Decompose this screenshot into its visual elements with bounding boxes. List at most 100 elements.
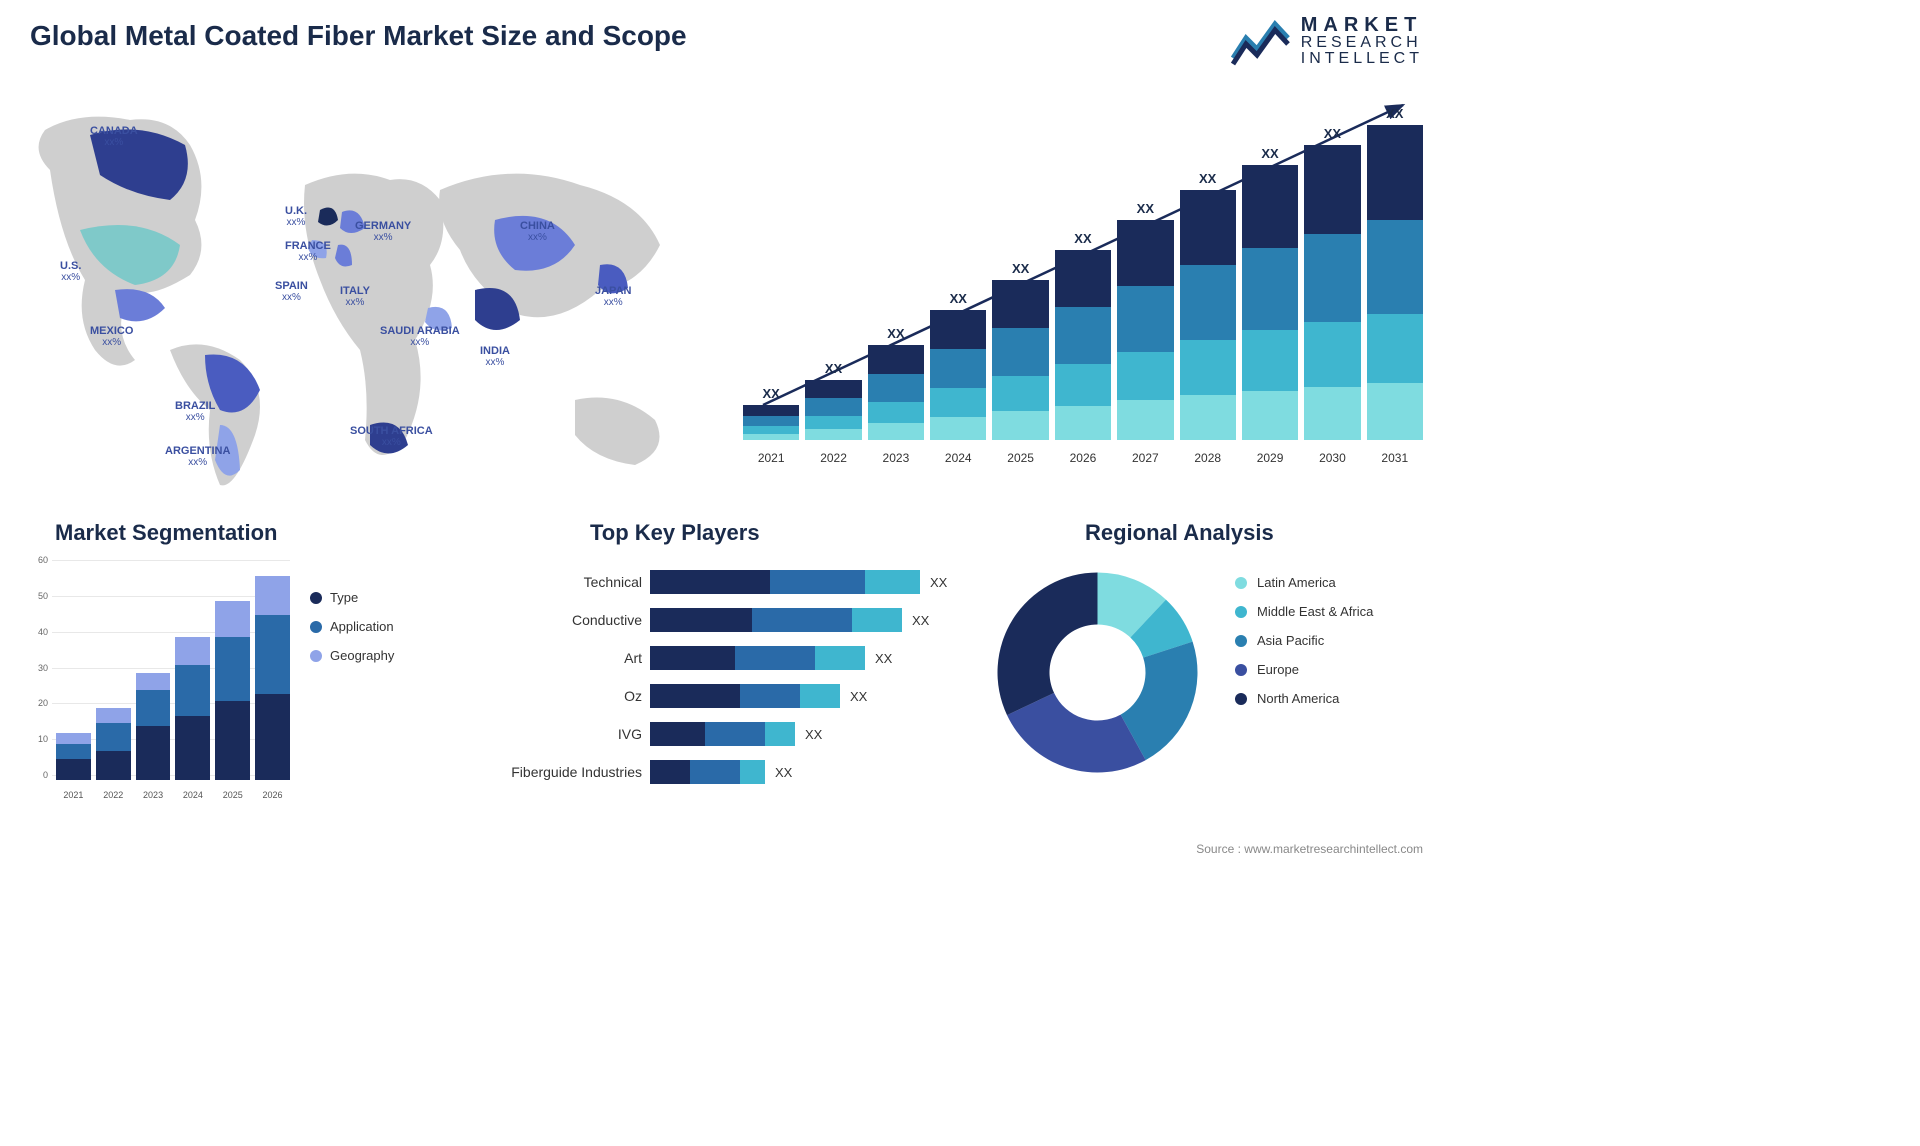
segmentation-bar [56,733,91,780]
key-player-label: Oz [500,688,650,704]
growth-segment [1180,340,1236,395]
growth-bar: XX [1242,146,1298,440]
growth-year-label: 2021 [743,451,799,465]
growth-bar: XX [930,291,986,440]
key-player-bar [650,646,865,670]
key-player-segment [815,646,865,670]
segmentation-title: Market Segmentation [55,520,278,546]
growth-segment [930,388,986,417]
country-label: SPAINxx% [275,280,308,303]
gridline [52,560,290,561]
segmentation-segment [215,601,250,637]
legend-item: Middle East & Africa [1235,604,1373,619]
growth-segment [1242,165,1298,248]
donut-slice [998,573,1098,716]
growth-segment [743,426,799,434]
growth-segment [1367,220,1423,315]
key-players-title: Top Key Players [590,520,760,546]
growth-segment [992,328,1048,376]
y-tick-label: 50 [30,591,48,601]
legend-label: Asia Pacific [1257,633,1324,648]
segmentation-year-label: 2026 [255,790,290,800]
y-tick-label: 20 [30,698,48,708]
key-player-segment [690,760,740,784]
key-player-segment [865,570,920,594]
country-label: U.K.xx% [285,205,307,228]
growth-year-label: 2025 [992,451,1048,465]
legend-swatch [1235,635,1247,647]
segmentation-year-label: 2021 [56,790,91,800]
legend-item: Geography [310,648,394,663]
segmentation-segment [215,701,250,780]
growth-segment [1117,220,1173,286]
key-player-label: Fiberguide Industries [500,764,650,780]
legend-swatch [310,650,322,662]
brand-logo: MARKET RESEARCH INTELLECT [1231,15,1423,67]
growth-bar: XX [1055,231,1111,440]
growth-segment [1117,286,1173,352]
key-player-value: XX [930,575,947,590]
growth-segment [743,434,799,440]
growth-segment [805,380,861,398]
segmentation-bar [96,708,131,780]
segmentation-segment [136,726,171,780]
growth-bar: XX [992,261,1048,440]
legend-swatch [1235,606,1247,618]
key-player-value: XX [850,689,867,704]
legend-label: Middle East & Africa [1257,604,1373,619]
country-label: ARGENTINAxx% [165,445,230,468]
growth-bar: XX [868,326,924,440]
regional-title: Regional Analysis [1085,520,1274,546]
country-label: ITALYxx% [340,285,370,308]
growth-value-label: XX [1137,201,1154,216]
growth-segment [1367,314,1423,383]
key-player-segment [650,684,740,708]
growth-segment [1304,145,1360,234]
growth-segment [1117,352,1173,400]
country-label: FRANCExx% [285,240,331,263]
country-label: U.S.xx% [60,260,81,283]
segmentation-bar [255,576,290,780]
world-map: CANADAxx%U.S.xx%MEXICOxx%BRAZILxx%ARGENT… [20,90,700,490]
growth-value-label: XX [1261,146,1278,161]
segmentation-bar [136,673,171,780]
legend-swatch [310,592,322,604]
growth-bar: XX [1180,171,1236,440]
growth-segment [1242,391,1298,441]
growth-segment [1180,395,1236,440]
key-player-bar [650,722,795,746]
key-player-value: XX [912,613,929,628]
legend-label: Europe [1257,662,1299,677]
growth-value-label: XX [1324,126,1341,141]
segmentation-segment [175,665,210,715]
growth-segment [1180,190,1236,265]
segmentation-segment [255,694,290,780]
logo-icon [1231,16,1291,66]
growth-year-label: 2029 [1242,451,1298,465]
legend-item: North America [1235,691,1373,706]
segmentation-segment [255,576,290,615]
growth-segment [1242,248,1298,331]
growth-bar-chart: XXXXXXXXXXXXXXXXXXXXXX 20212022202320242… [743,95,1423,465]
segmentation-segment [56,744,91,758]
legend-label: Latin America [1257,575,1336,590]
key-player-segment [765,722,795,746]
legend-swatch [1235,577,1247,589]
growth-year-label: 2024 [930,451,986,465]
segmentation-segment [96,751,131,780]
growth-segment [1055,364,1111,406]
segmentation-segment [56,733,91,744]
country-label: GERMANYxx% [355,220,411,243]
key-player-bar [650,608,902,632]
key-player-row: Fiberguide IndustriesXX [500,755,960,789]
growth-segment [1304,234,1360,323]
segmentation-year-label: 2022 [96,790,131,800]
legend-swatch [310,621,322,633]
growth-value-label: XX [825,361,842,376]
key-player-label: Technical [500,574,650,590]
segmentation-segment [255,615,290,694]
growth-segment [868,402,924,423]
growth-bar: XX [1304,126,1360,440]
key-player-bar [650,760,765,784]
key-player-segment [650,608,752,632]
